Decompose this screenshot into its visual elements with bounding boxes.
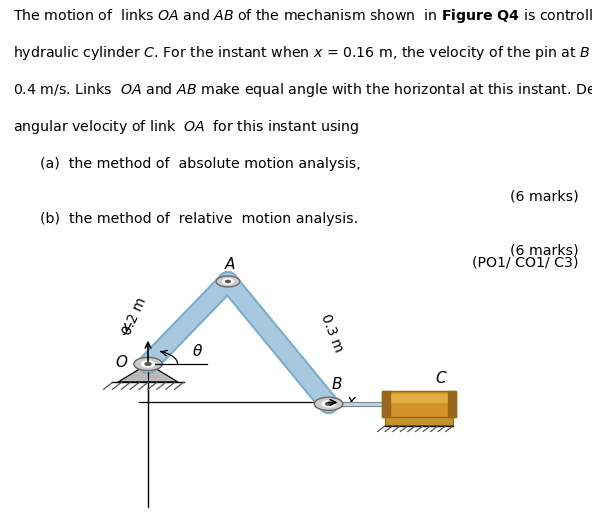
Text: (6 marks): (6 marks): [510, 189, 579, 203]
Text: 0.4 m/s. Links  $\mathit{OA}$ and $\mathit{AB}$ make equal angle with the horizo: 0.4 m/s. Links $\mathit{OA}$ and $\mathi…: [13, 80, 592, 99]
FancyBboxPatch shape: [382, 391, 390, 417]
Text: (PO1/ CO1/ C3): (PO1/ CO1/ C3): [472, 256, 579, 269]
FancyBboxPatch shape: [382, 391, 456, 417]
Polygon shape: [118, 364, 178, 382]
Circle shape: [216, 276, 240, 287]
Circle shape: [322, 401, 335, 407]
Text: (b)  the method of  relative  motion analysis.: (b) the method of relative motion analys…: [40, 212, 358, 225]
Circle shape: [134, 358, 162, 370]
Text: 0.3 m: 0.3 m: [318, 312, 345, 354]
Circle shape: [145, 362, 151, 366]
Circle shape: [314, 397, 343, 411]
Text: C: C: [436, 371, 446, 386]
Text: The motion of  links $\mathit{OA}$ and $\mathit{AB}$ of the mechanism shown  in : The motion of links $\mathit{OA}$ and $\…: [13, 6, 592, 25]
FancyBboxPatch shape: [333, 402, 382, 406]
Text: 0.2 m: 0.2 m: [120, 296, 149, 338]
Text: B: B: [332, 377, 342, 393]
FancyBboxPatch shape: [385, 417, 453, 425]
Circle shape: [226, 280, 230, 282]
FancyBboxPatch shape: [448, 391, 456, 417]
Circle shape: [141, 361, 155, 367]
Text: x: x: [346, 394, 355, 408]
Text: (6 marks): (6 marks): [510, 243, 579, 257]
Circle shape: [223, 279, 233, 284]
Text: O: O: [115, 355, 127, 370]
Text: (a)  the method of  absolute motion analysis,: (a) the method of absolute motion analys…: [40, 158, 361, 171]
Text: $\theta$: $\theta$: [192, 343, 204, 359]
Circle shape: [326, 403, 332, 405]
Text: y: y: [123, 320, 132, 335]
Text: angular velocity of link  $\mathit{OA}$  for this instant using: angular velocity of link $\mathit{OA}$ f…: [13, 117, 359, 136]
Text: hydraulic cylinder $\mathit{C}$. For the instant when $x$ = 0.16 m, the velocity: hydraulic cylinder $\mathit{C}$. For the…: [13, 44, 592, 63]
Text: A: A: [224, 257, 235, 272]
FancyBboxPatch shape: [382, 394, 456, 403]
